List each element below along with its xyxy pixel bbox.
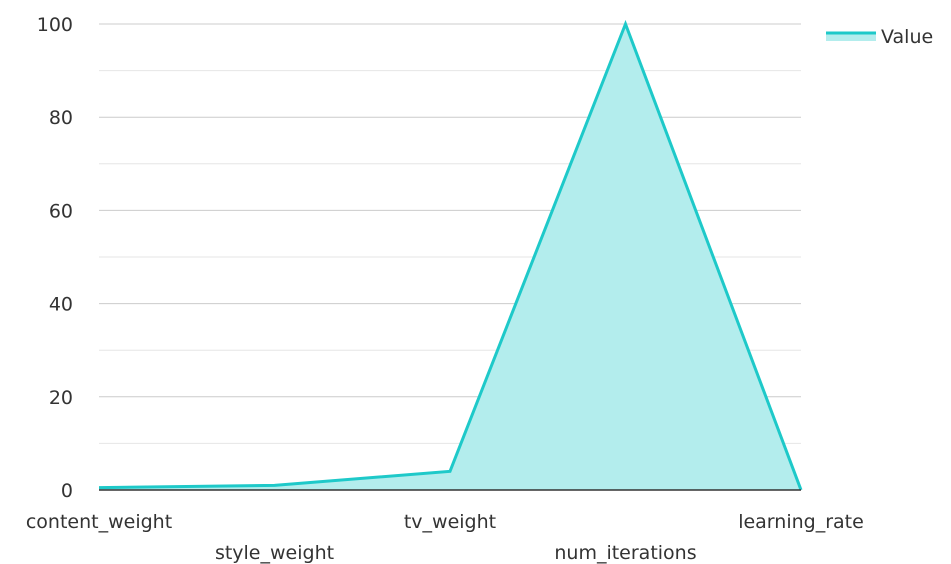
y-tick-label: 100 (37, 14, 73, 36)
x-tick-label: num_iterations (554, 542, 696, 564)
y-tick-label: 80 (49, 107, 73, 129)
legend-label: Value (881, 26, 933, 48)
label-layer: 0 20 40 60 80 100 content_weight style_weight tv… (26, 14, 864, 564)
y-tick-label: 60 (49, 200, 73, 222)
grid-layer (99, 23, 801, 444)
y-tick-label: 40 (49, 294, 73, 316)
y-tick-label: 0 (61, 480, 73, 502)
series-area-fill (99, 24, 801, 490)
x-tick-label: style_weight (215, 542, 334, 564)
y-tick-label: 20 (49, 387, 73, 409)
x-tick-label: tv_weight (404, 511, 496, 533)
x-tick-label: content_weight (26, 511, 172, 533)
area-layer (98, 19, 803, 491)
x-tick-label: learning_rate (738, 511, 864, 533)
legend: Value (826, 26, 933, 48)
legend-swatch-fill (826, 32, 876, 41)
